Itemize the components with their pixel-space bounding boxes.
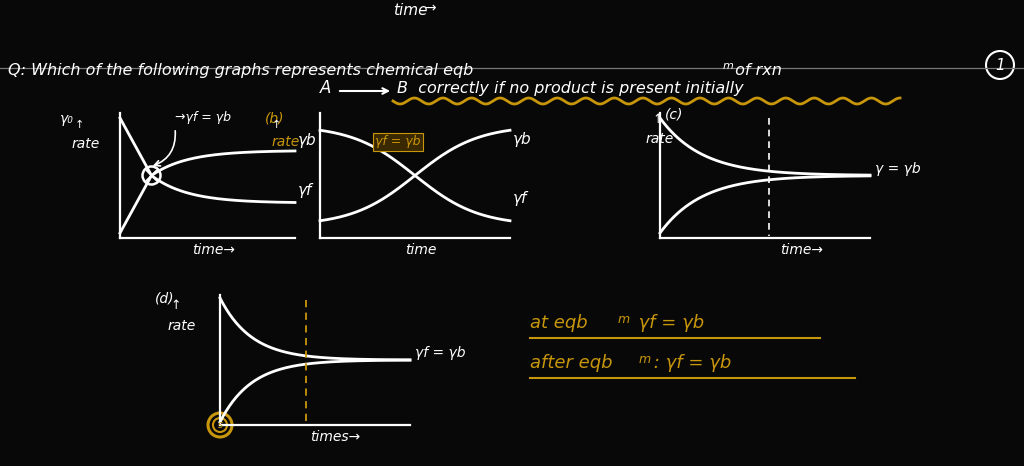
Text: B  correctly if no product is present initially: B correctly if no product is present ini… — [397, 81, 743, 96]
Text: γf = γb: γf = γb — [375, 136, 421, 149]
Text: →: → — [424, 1, 436, 15]
Text: after eqb: after eqb — [530, 354, 612, 372]
Text: ↑: ↑ — [75, 120, 84, 130]
Text: m: m — [618, 313, 630, 326]
Text: (c): (c) — [665, 107, 683, 121]
Text: times→: times→ — [310, 430, 360, 444]
Text: m: m — [723, 61, 734, 71]
Text: (d): (d) — [155, 292, 174, 306]
Text: ↑: ↑ — [652, 113, 663, 126]
Text: γf: γf — [298, 183, 312, 198]
Text: time: time — [393, 3, 427, 18]
Text: A: A — [319, 79, 332, 97]
Text: γb: γb — [298, 133, 316, 148]
Text: ↑: ↑ — [170, 299, 180, 312]
Text: s: s — [217, 420, 222, 430]
Text: : γf = γb: : γf = γb — [648, 354, 731, 372]
Text: of rxn: of rxn — [730, 63, 782, 78]
Text: rate: rate — [72, 137, 100, 151]
Text: 1: 1 — [995, 57, 1005, 73]
Text: γf = γb: γf = γb — [627, 314, 705, 332]
Text: ↑: ↑ — [272, 120, 282, 130]
Text: (b): (b) — [265, 112, 285, 126]
Text: γf = γb: γf = γb — [415, 346, 466, 360]
Text: γf: γf — [513, 191, 527, 206]
Text: γb: γb — [513, 132, 531, 147]
Text: γ = γb: γ = γb — [874, 162, 921, 176]
Text: Q: Which of the following graphs represents chemical eqb: Q: Which of the following graphs represe… — [8, 63, 473, 78]
Text: time→: time→ — [780, 243, 823, 257]
Text: rate: rate — [646, 132, 674, 146]
Text: time→: time→ — [193, 243, 234, 257]
Text: rate: rate — [272, 135, 300, 149]
Text: at eqb: at eqb — [530, 314, 588, 332]
Text: rate: rate — [168, 319, 197, 333]
Text: γ₀: γ₀ — [60, 112, 74, 126]
Text: m: m — [639, 353, 651, 366]
Text: time: time — [406, 243, 436, 257]
Text: →γf = γb: →γf = γb — [175, 111, 231, 124]
